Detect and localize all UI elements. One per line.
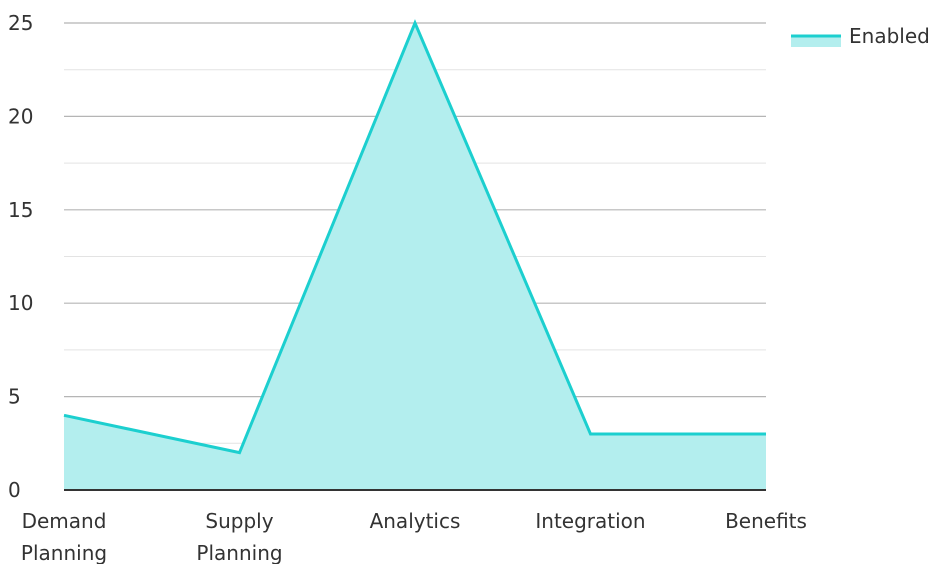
y-axis-ticks: 0 5 10 15 20 25 <box>8 11 33 502</box>
y-tick-label: 0 <box>8 478 21 502</box>
series-layer <box>63 19 766 490</box>
x-tick-label-line: Planning <box>196 541 282 564</box>
x-tick-label: Integration <box>535 509 645 533</box>
x-tick-label: Analytics <box>370 509 461 533</box>
legend: Enabled <box>791 24 930 48</box>
x-tick-label: Benefits <box>725 509 807 533</box>
x-axis-ticks: Demand Planning Supply Planning Analytics Int… <box>21 509 807 564</box>
x-tick-label-line: Demand <box>22 509 107 533</box>
x-tick-label-line: Planning <box>21 541 107 564</box>
x-tick-label-line: Supply <box>205 509 273 533</box>
x-tick-label: Supply Planning <box>196 509 282 564</box>
legend-label: Enabled <box>849 24 930 48</box>
series-line-enabled <box>63 19 766 455</box>
x-tick-label: Demand Planning <box>21 509 107 564</box>
y-tick-label: 25 <box>8 11 33 35</box>
y-tick-label: 15 <box>8 198 33 222</box>
x-tick-label-line: Benefits <box>725 509 807 533</box>
x-tick-label-line: Integration <box>535 509 645 533</box>
x-tick-label-line: Analytics <box>370 509 461 533</box>
y-tick-label: 10 <box>8 291 33 315</box>
y-tick-label: 20 <box>8 104 33 128</box>
y-tick-label: 5 <box>8 385 21 409</box>
legend-swatch-fill <box>791 35 841 47</box>
series-area-enabled <box>64 23 766 490</box>
